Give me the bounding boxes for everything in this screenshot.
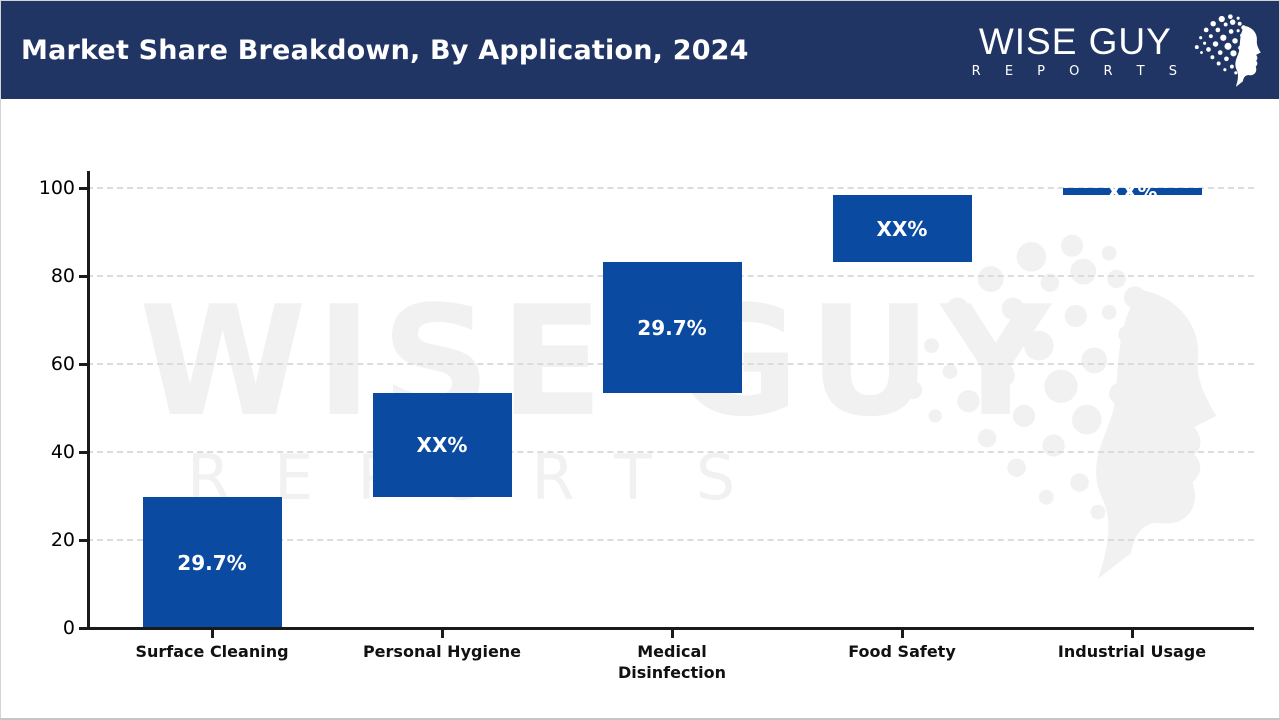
- category-label: Personal Hygiene: [362, 642, 522, 661]
- y-tick-label: 100: [38, 177, 75, 199]
- y-tick-mark: [79, 187, 87, 190]
- header: Market Share Breakdown, By Application, …: [1, 1, 1279, 99]
- bar-value-label: 29.7%: [637, 315, 707, 340]
- gridline: [87, 539, 1254, 541]
- bar: XX%: [1062, 180, 1202, 204]
- logo-wiseguy-text: WISE GUY: [978, 21, 1172, 63]
- category-label: Surface Cleaning: [135, 642, 289, 661]
- logo-head-icon: [1194, 14, 1261, 87]
- y-tick-mark: [79, 363, 87, 366]
- y-tick-label: 0: [62, 617, 75, 639]
- bar-value-label: 29.7%: [177, 550, 247, 575]
- x-tick-mark: [211, 630, 214, 638]
- watermark-head-icon: [903, 234, 1217, 579]
- gridline: [87, 187, 1254, 189]
- bar-value-label: XX%: [1106, 179, 1158, 204]
- y-tick-label: 40: [50, 441, 75, 463]
- logo-reports-text: R E P O R T S: [971, 63, 1187, 79]
- y-tick-label: 80: [50, 265, 75, 287]
- gridline: [87, 451, 1254, 453]
- watermark-wordmark: WISE GUY: [139, 273, 1060, 450]
- bar-value-label: XX%: [876, 216, 928, 241]
- y-tick-label: 60: [50, 353, 75, 375]
- x-tick-mark: [1131, 630, 1134, 638]
- y-tick-mark: [79, 539, 87, 542]
- category-label: Medical Disinfection: [618, 642, 726, 682]
- x-axis: [87, 627, 1254, 630]
- category-label: Industrial Usage: [1057, 642, 1207, 661]
- logo-wordmark: WISE GUY R E P O R T S: [964, 21, 1187, 79]
- x-tick-mark: [901, 630, 904, 638]
- y-tick-mark: [79, 627, 87, 630]
- bar: XX%: [832, 195, 972, 263]
- bar-value-label: XX%: [416, 433, 468, 458]
- y-tick-mark: [79, 275, 87, 278]
- wiseguy-logo: WISE GUY R E P O R T S: [964, 11, 1267, 91]
- x-tick-mark: [441, 630, 444, 638]
- x-tick-mark: [671, 630, 674, 638]
- y-tick-mark: [79, 451, 87, 454]
- bar: XX%: [372, 393, 512, 498]
- bar: 29.7%: [142, 497, 282, 628]
- y-tick-label: 20: [50, 529, 75, 551]
- page-title: Market Share Breakdown, By Application, …: [21, 35, 749, 66]
- category-label: Food Safety: [848, 642, 956, 661]
- y-axis: [87, 171, 90, 630]
- bar: 29.7%: [602, 262, 742, 394]
